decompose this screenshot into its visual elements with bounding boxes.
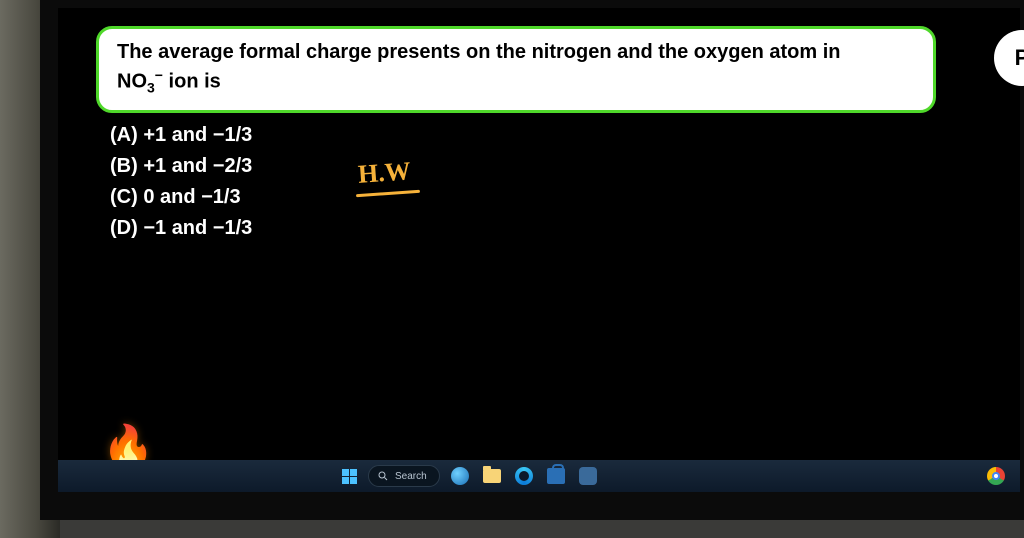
handwritten-note: H.W xyxy=(357,156,412,190)
formula-superscript: − xyxy=(155,67,163,83)
option-label: (D) xyxy=(110,217,138,239)
screen: The average formal charge presents on th… xyxy=(58,8,1020,492)
options-list: (A) +1 and −1/3 (B) +1 and −2/3 (C) 0 an… xyxy=(110,120,252,244)
taskbar: Search xyxy=(58,460,1020,492)
badge-letter: P xyxy=(1015,45,1024,71)
option-label: (B) xyxy=(110,155,138,177)
taskbar-chrome[interactable] xyxy=(984,464,1008,488)
search-icon xyxy=(377,470,389,482)
taskbar-chat[interactable] xyxy=(448,464,472,488)
option-c[interactable]: (C) 0 and −1/3 xyxy=(110,182,252,213)
question-box: The average formal charge presents on th… xyxy=(96,26,936,113)
option-text: 0 and −1/3 xyxy=(143,186,240,208)
question-line1: The average formal charge presents on th… xyxy=(117,41,841,63)
start-button[interactable] xyxy=(338,464,360,488)
formula-subscript: 3 xyxy=(147,80,155,96)
store-icon xyxy=(547,468,565,484)
option-d[interactable]: (D) −1 and −1/3 xyxy=(110,213,252,244)
monitor-bezel: The average formal charge presents on th… xyxy=(40,0,1024,520)
app-icon xyxy=(579,467,597,485)
option-text: +1 and −1/3 xyxy=(143,124,252,146)
windows-icon xyxy=(342,469,357,484)
option-label: (A) xyxy=(110,124,138,146)
taskbar-edge[interactable] xyxy=(512,464,536,488)
option-label: (C) xyxy=(110,186,138,208)
question-line2-suffix: ion is xyxy=(163,71,221,93)
option-b[interactable]: (B) +1 and −2/3 xyxy=(110,151,252,182)
taskbar-file-explorer[interactable] xyxy=(480,464,504,488)
taskbar-store[interactable] xyxy=(544,464,568,488)
formula-prefix: NO xyxy=(117,71,147,93)
taskbar-app[interactable] xyxy=(576,464,600,488)
chrome-icon xyxy=(987,467,1005,485)
option-text: +1 and −2/3 xyxy=(143,155,252,177)
edge-icon xyxy=(515,467,533,485)
taskbar-search[interactable]: Search xyxy=(368,465,440,487)
taskbar-right-group xyxy=(984,464,1008,488)
handwritten-underline xyxy=(356,190,420,197)
search-placeholder: Search xyxy=(395,471,427,482)
chat-icon xyxy=(451,467,469,485)
folder-icon xyxy=(483,469,501,483)
option-text: −1 and −1/3 xyxy=(143,217,252,239)
publisher-badge: P xyxy=(994,30,1024,86)
option-a[interactable]: (A) +1 and −1/3 xyxy=(110,120,252,151)
